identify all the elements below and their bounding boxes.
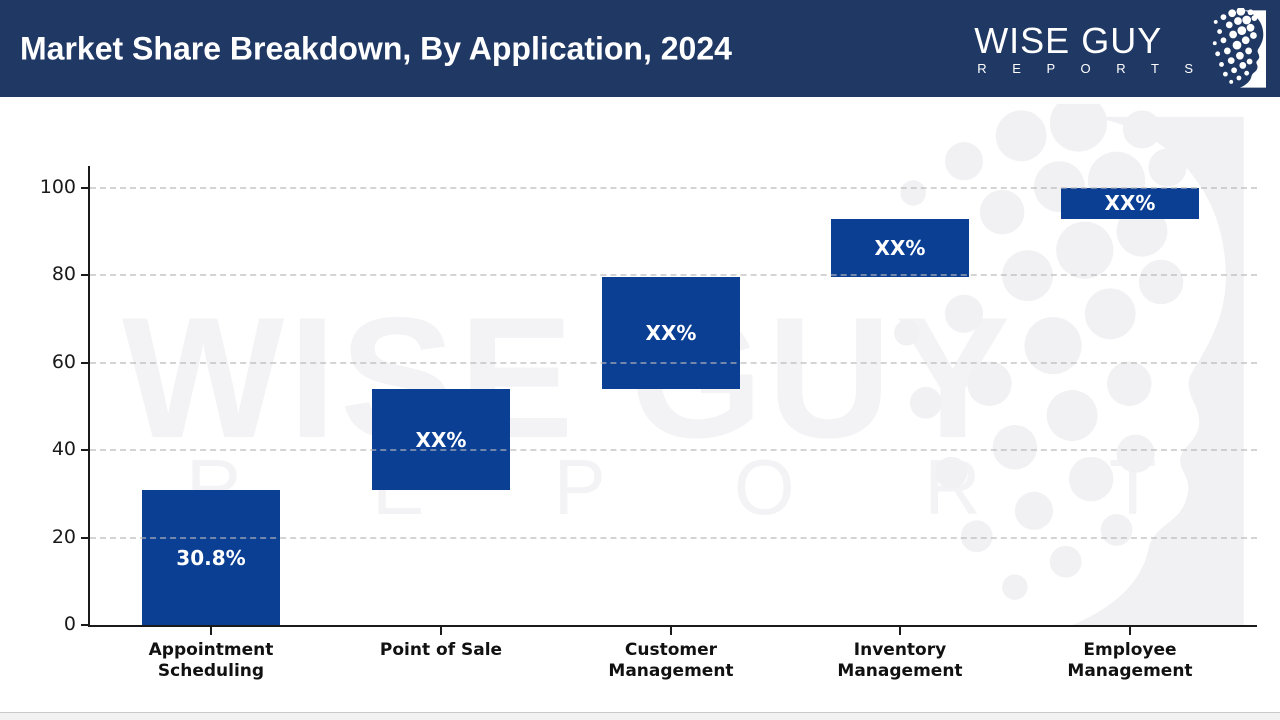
logo-face-dots-icon (1208, 8, 1266, 90)
y-tick-mark (81, 186, 90, 189)
wise-guy-reports-logo: WISE GUY R E P O R T S (974, 6, 1266, 92)
bar: XX% (602, 277, 740, 389)
gridline (90, 186, 1257, 189)
x-category-label: Inventory Management (785, 640, 1015, 682)
x-category-label-line: Appointment (148, 640, 274, 660)
x-category-label-line: Point of Sale (379, 640, 503, 660)
bar-value-label: XX% (415, 427, 467, 452)
bar: XX% (372, 388, 510, 491)
bar-value-label: XX% (645, 320, 697, 345)
bar: XX% (831, 219, 969, 278)
gridline (90, 361, 1257, 364)
x-category-label: Point of Sale (326, 640, 556, 661)
bar-value-label: XX% (874, 236, 926, 261)
x-tick-mark (899, 627, 901, 635)
x-category-label-line: Inventory (853, 640, 947, 660)
x-tick-mark (670, 627, 672, 635)
x-axis-line (88, 625, 1257, 627)
chart-title: Market Share Breakdown, By Application, … (20, 30, 732, 66)
y-tick-label: 80 (51, 263, 76, 285)
y-tick-label: 100 (39, 175, 76, 198)
header-bar: Market Share Breakdown, By Application, … (0, 0, 1280, 97)
y-tick-mark (81, 274, 90, 276)
logo-reports-text: R E P O R T S (977, 61, 1204, 77)
bar-value-label: XX% (1104, 191, 1156, 216)
bar-value-label: 30.8% (176, 545, 246, 570)
x-category-label: Customer Management (556, 640, 786, 682)
x-category-label-line: Employee (1083, 640, 1177, 660)
x-tick-mark (210, 627, 212, 635)
x-category-label-line: Customer (624, 640, 718, 660)
gridline (90, 274, 1257, 276)
bar: 30.8% (142, 490, 280, 625)
gridline (90, 536, 1257, 539)
y-tick-label: 40 (51, 438, 76, 460)
bottom-border-line (0, 712, 1280, 713)
x-tick-mark (440, 627, 442, 635)
x-category-label: Employee Management (1015, 640, 1245, 682)
y-tick-mark (81, 449, 90, 451)
x-category-label: Appointment Scheduling (96, 640, 326, 682)
y-tick-mark (81, 624, 90, 626)
x-category-label-line: Management (608, 661, 734, 681)
y-axis-line (88, 166, 90, 627)
x-tick-mark (1129, 627, 1131, 635)
y-tick-label: 60 (51, 350, 76, 373)
logo-wordmark: WISE GUY (974, 19, 1163, 61)
bar: XX% (1061, 187, 1199, 220)
y-tick-label: 0 (63, 613, 76, 635)
x-category-label-line: Management (1067, 661, 1193, 681)
y-tick-mark (81, 536, 90, 539)
bottom-strip (0, 713, 1280, 720)
y-tick-label: 20 (51, 525, 76, 548)
gridline (90, 449, 1257, 451)
x-category-label-line: Management (837, 661, 963, 681)
x-category-label-line: Scheduling (157, 661, 265, 681)
watermark-wordmark: WISE GUY (122, 282, 1015, 474)
logo-text: WISE GUY R E P O R T S (974, 19, 1204, 77)
y-tick-mark (81, 361, 90, 364)
